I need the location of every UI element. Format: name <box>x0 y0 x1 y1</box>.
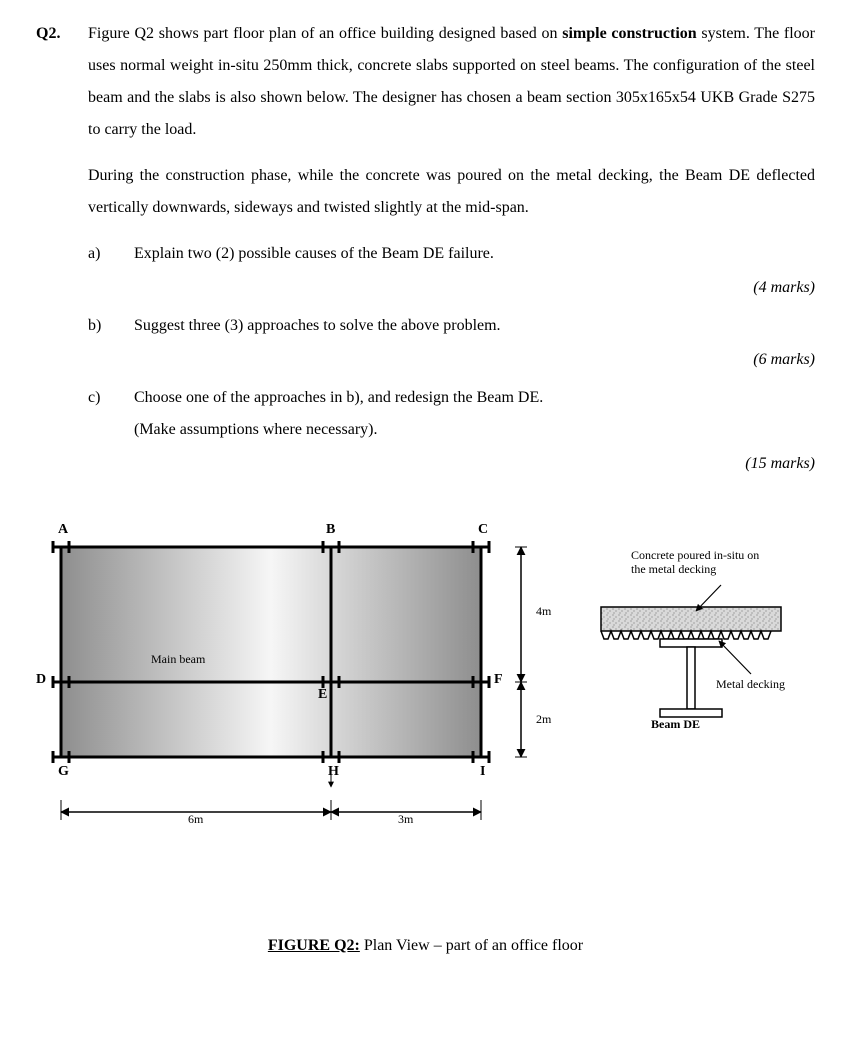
part-a-marks: (4 marks) <box>88 272 815 304</box>
part-c: c) Choose one of the approaches in b), a… <box>88 382 815 446</box>
node-E: E <box>318 687 327 704</box>
dim-6m: 6m <box>188 812 203 826</box>
dim-4m: 4m <box>536 604 551 618</box>
part-b-label: b) <box>88 310 134 342</box>
node-H: H <box>328 764 339 781</box>
part-a: a) Explain two (2) possible causes of th… <box>88 238 815 270</box>
part-b-text: Suggest three (3) approaches to solve th… <box>134 310 815 342</box>
part-c-body: Choose one of the approaches in b), and … <box>134 382 815 446</box>
figure-caption: FIGURE Q2: Plan View – part of an office… <box>36 930 815 962</box>
part-c-label: c) <box>88 382 134 446</box>
question-block: Q2. Figure Q2 shows part floor plan of a… <box>36 18 815 482</box>
node-F: F <box>494 672 503 689</box>
paragraph-2: During the construction phase, while the… <box>88 160 815 224</box>
node-C: C <box>478 522 488 539</box>
node-D: D <box>36 672 46 689</box>
part-b-marks: (6 marks) <box>88 344 815 376</box>
metal-decking-label: Metal decking <box>716 677 785 691</box>
concrete-note: Concrete poured in-situ on the metal dec… <box>631 548 759 577</box>
dim-2m: 2m <box>536 712 551 726</box>
part-c-text2: (Make assumptions where necessary). <box>134 414 815 446</box>
dim-3m: 3m <box>398 812 413 826</box>
caption-lead: FIGURE Q2: <box>268 937 360 954</box>
node-A: A <box>58 522 68 539</box>
paragraph-1: Figure Q2 shows part floor plan of an of… <box>88 18 815 146</box>
node-I: I <box>480 764 485 781</box>
caption-rest: Plan View – part of an office floor <box>360 937 583 954</box>
beam-de-label: Beam DE <box>651 717 700 731</box>
figure-area: A B C D E F G H I Main beam 4m 2m 6m 3m … <box>36 512 816 922</box>
node-G: G <box>58 764 69 781</box>
part-c-marks: (15 marks) <box>88 448 815 480</box>
node-B: B <box>326 522 335 539</box>
part-c-text1: Choose one of the approaches in b), and … <box>134 382 815 414</box>
part-a-label: a) <box>88 238 134 270</box>
main-beam-label: Main beam <box>151 652 205 666</box>
part-b: b) Suggest three (3) approaches to solve… <box>88 310 815 342</box>
question-label: Q2. <box>36 18 88 482</box>
question-body: Figure Q2 shows part floor plan of an of… <box>88 18 815 482</box>
part-a-text: Explain two (2) possible causes of the B… <box>134 238 815 270</box>
